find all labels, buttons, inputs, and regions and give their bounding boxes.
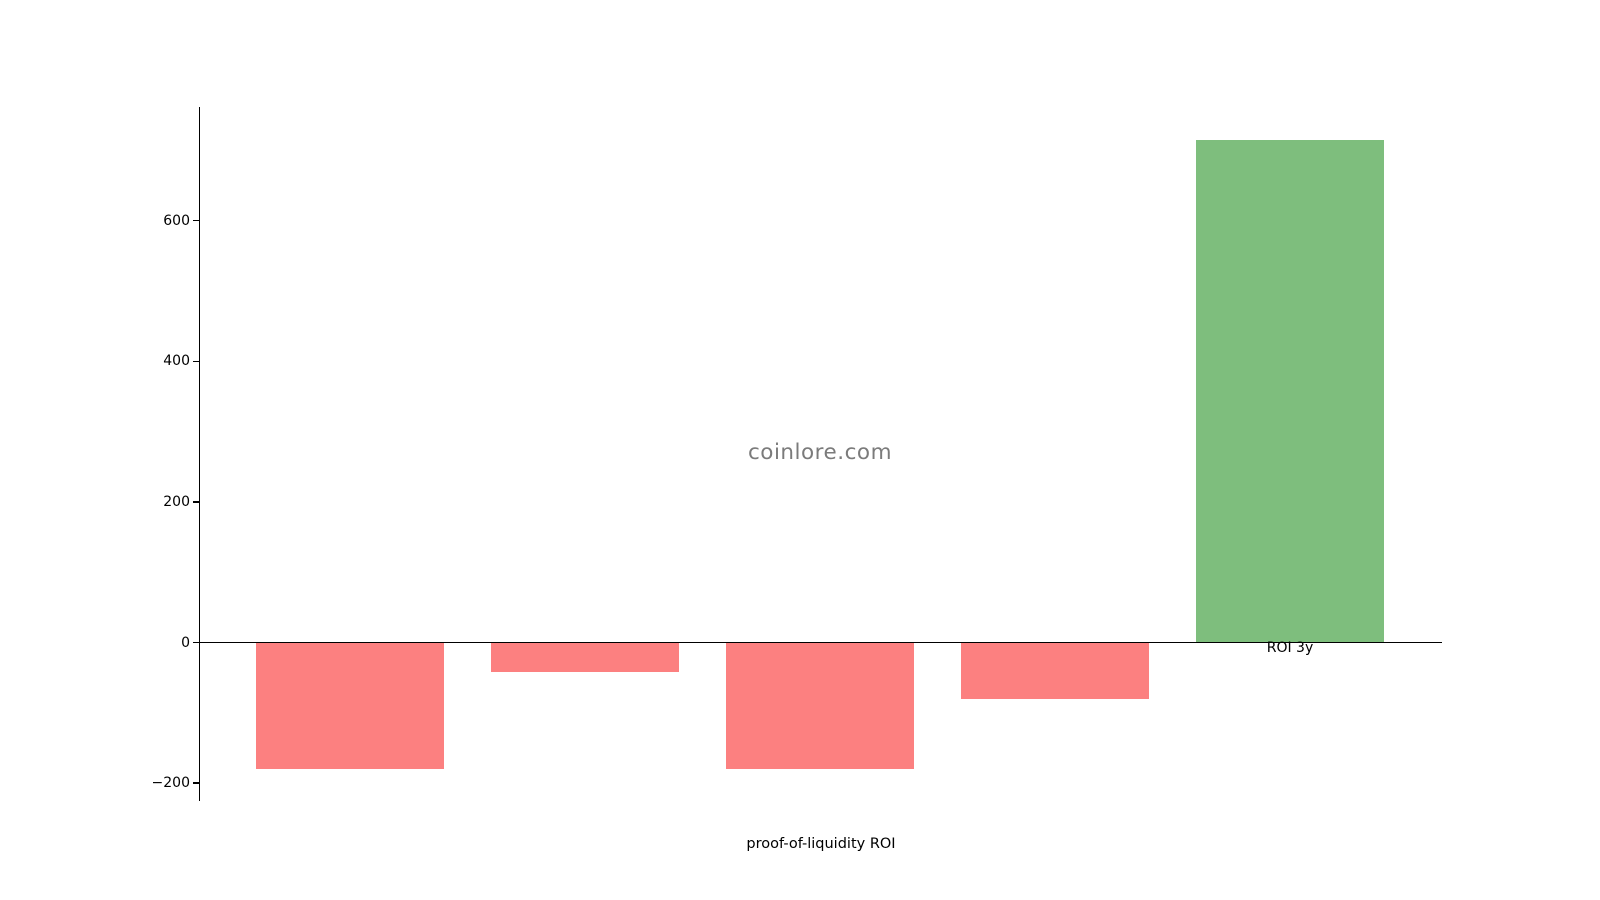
y-tick-mark <box>193 501 200 503</box>
y-tick-label: 200 <box>163 493 190 510</box>
bar-3 <box>725 642 914 770</box>
y-tick-label: 400 <box>163 353 190 370</box>
bar-5-roi-3y <box>1196 139 1384 643</box>
y-tick-mark <box>193 641 200 644</box>
y-tick-label: 0 <box>181 634 190 651</box>
x-axis-zero-line <box>199 642 1442 644</box>
y-tick-label: 600 <box>163 212 190 229</box>
x-tick-label: ROI 3y <box>1266 640 1314 656</box>
bar-2 <box>490 642 679 673</box>
x-axis-title: proof-of-liquidity ROI <box>746 836 896 852</box>
y-tick-mark <box>193 360 200 362</box>
watermark: coinlore.com <box>747 440 893 465</box>
bar-1 <box>255 642 444 770</box>
y-tick-label: −200 <box>151 775 190 792</box>
y-tick-mark <box>193 782 200 784</box>
bar-4 <box>960 642 1149 699</box>
y-tick-mark <box>193 219 200 222</box>
y-axis-spine <box>199 107 201 801</box>
